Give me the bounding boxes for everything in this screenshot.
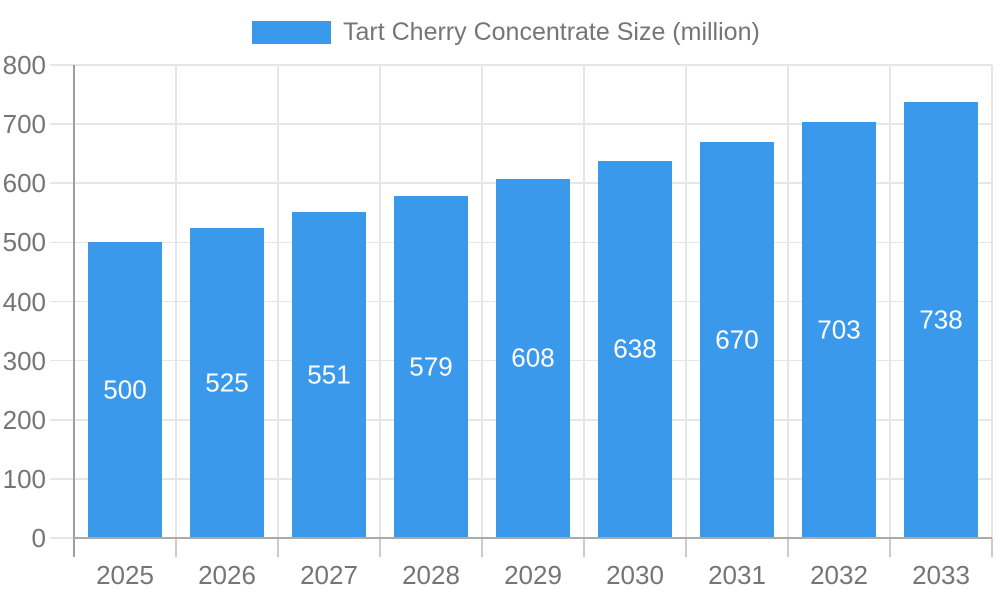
grid-line-v [685,65,687,538]
bar[interactable]: 525 [190,227,264,538]
grid-line-v [991,65,993,538]
grid-line-v [889,65,891,538]
legend-swatch [252,21,331,44]
y-axis-tick-label: 800 [2,50,46,80]
bar-value-label: 500 [103,374,147,405]
bar[interactable]: 579 [394,195,468,538]
x-axis-category-label: 2028 [402,560,460,590]
x-axis-tick [379,538,381,557]
bar[interactable]: 500 [88,242,162,538]
y-axis-tick-label: 0 [31,523,46,553]
bar-value-label: 670 [715,324,759,355]
x-axis-category-label: 2025 [96,560,154,590]
grid-line-v [175,65,177,538]
y-axis-line [73,65,75,557]
x-axis-tick [991,538,993,557]
grid-line-v [583,65,585,538]
grid-line-v [481,65,483,538]
grid-line-h [50,64,992,66]
y-axis-tick-label: 100 [2,463,46,494]
bar[interactable]: 638 [598,160,672,538]
x-axis-tick [889,538,891,557]
y-axis-tick-label: 500 [2,227,46,258]
x-axis-category-label: 2027 [300,560,358,590]
bar[interactable]: 703 [802,122,876,538]
y-axis-tick-label: 400 [2,286,46,317]
x-axis-tick [481,538,483,557]
x-axis-tick [787,538,789,557]
x-axis-tick [175,538,177,557]
bar-value-label: 638 [613,333,657,364]
bar[interactable]: 608 [496,178,570,538]
x-axis-tick [277,538,279,557]
x-axis-category-label: 2029 [504,560,562,590]
y-axis-tick-label: 300 [2,345,46,376]
x-axis-category-label: 2031 [708,560,766,590]
bar[interactable]: 551 [292,212,366,538]
x-axis-line [74,537,992,539]
grid-line-h [50,123,992,125]
x-axis-category-label: 2030 [606,560,664,590]
chart-legend[interactable]: Tart Cherry Concentrate Size (million) [252,18,760,47]
bar-value-label: 738 [919,304,963,335]
bar-value-label: 608 [511,342,555,373]
y-axis-tick-label: 700 [2,109,46,140]
x-axis-category-label: 2033 [912,560,970,590]
grid-line-v [787,65,789,538]
bar[interactable]: 670 [700,141,774,538]
grid-line-v [277,65,279,538]
grid-line-v [379,65,381,538]
y-axis-tick-label: 600 [2,168,46,199]
bar-value-label: 703 [817,314,861,345]
bar-value-label: 551 [307,359,351,390]
x-axis-category-label: 2026 [198,560,256,590]
legend-label: Tart Cherry Concentrate Size (million) [343,18,760,46]
y-axis-tick-label: 200 [2,404,46,435]
bar[interactable]: 738 [904,101,978,538]
x-axis-category-label: 2032 [810,560,868,590]
x-axis-tick [583,538,585,557]
x-axis-tick [685,538,687,557]
bar-value-label: 525 [205,367,249,398]
bar-value-label: 579 [409,351,453,382]
